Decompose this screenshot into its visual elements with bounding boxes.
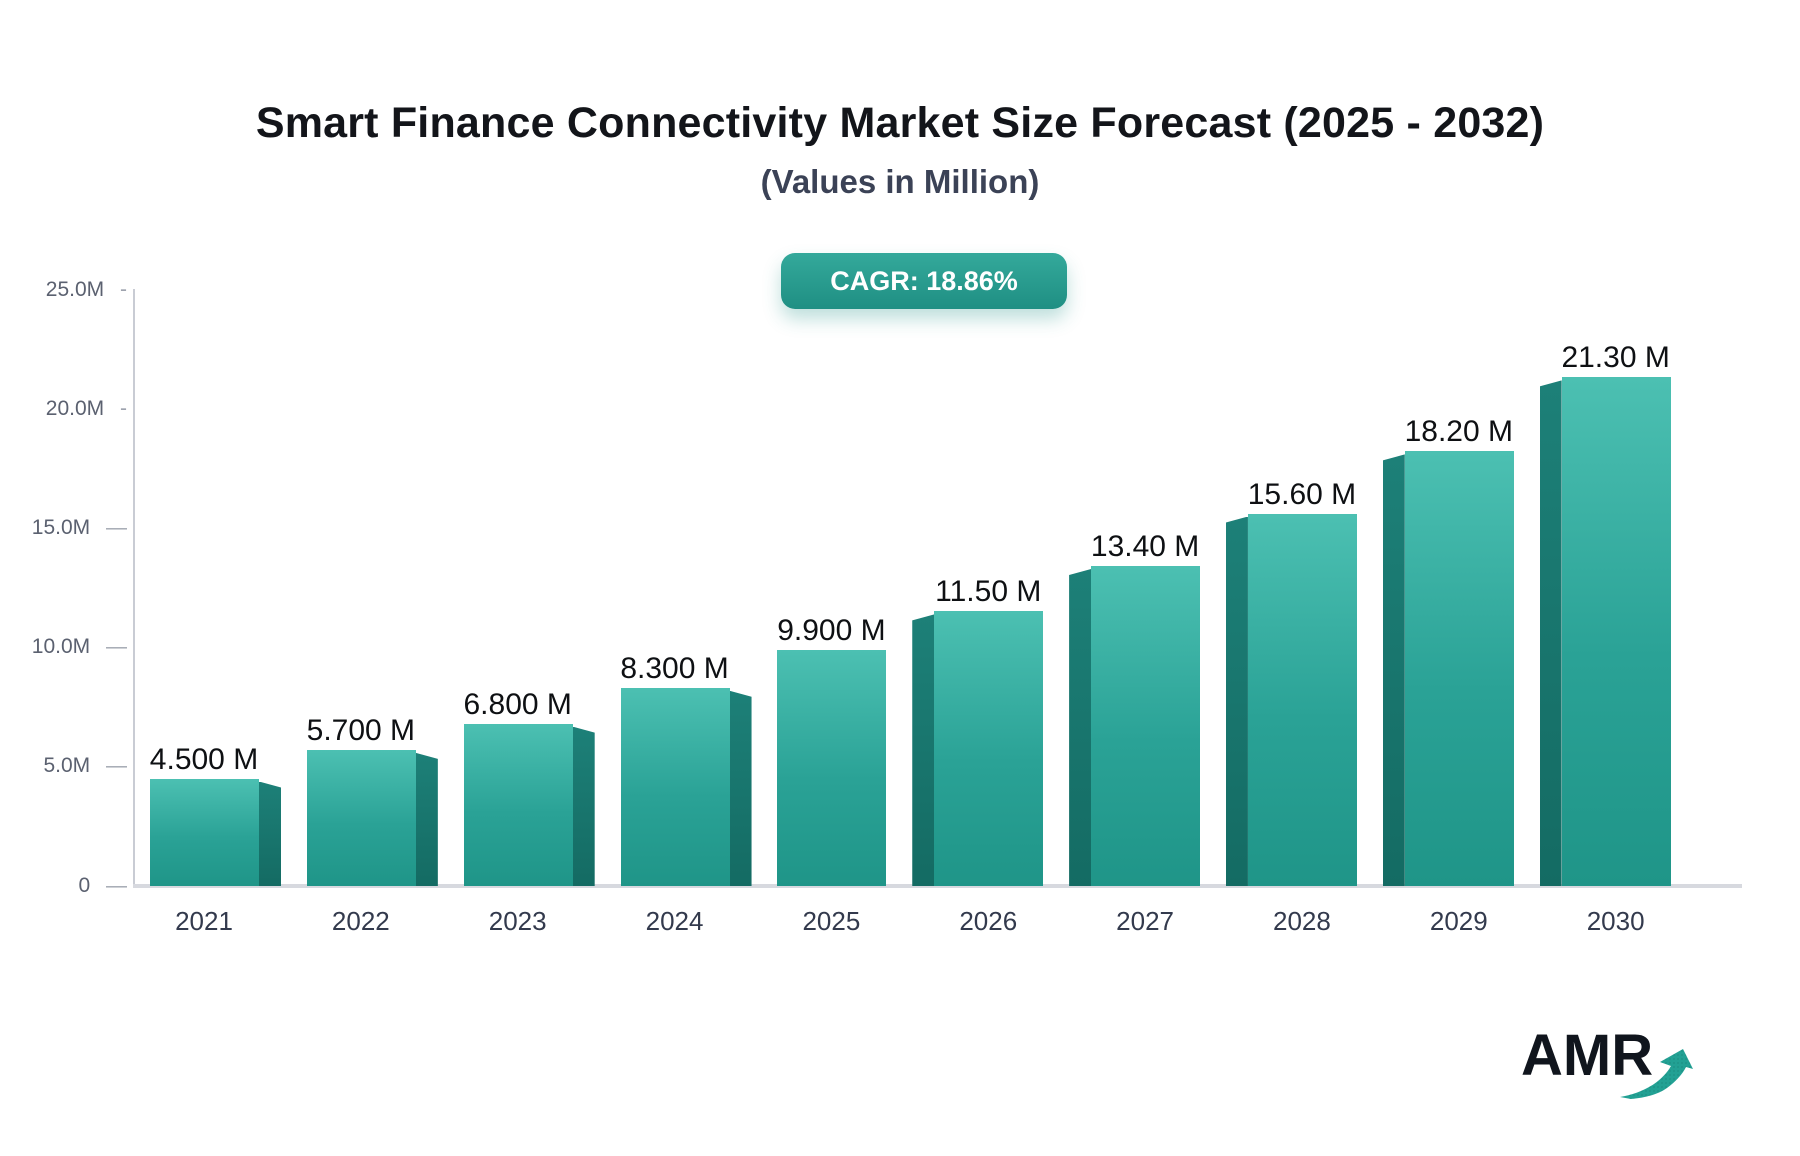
svg-text:AMR: AMR (1521, 1030, 1653, 1088)
